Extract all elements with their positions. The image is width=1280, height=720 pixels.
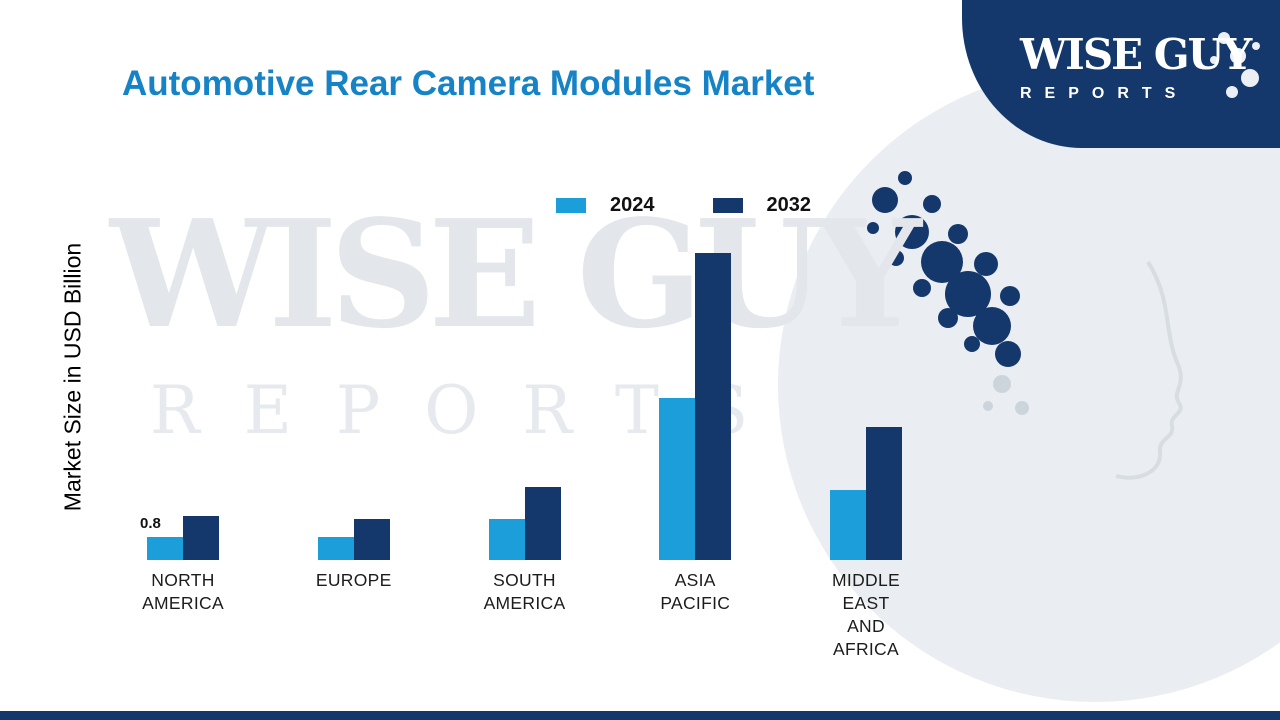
logo-text: WISE GUY REPORTS xyxy=(1020,30,1252,103)
bar-group: ASIA PACIFIC xyxy=(620,250,770,661)
bar-chart: 0.8 NORTH AMERICA EUROPE SOUTH AMERICA ASIA PAC… xyxy=(108,250,941,661)
legend-swatch-2024 xyxy=(556,198,586,213)
bar-2032 xyxy=(524,487,561,560)
legend-label-2024: 2024 xyxy=(610,194,655,216)
bar-2024 xyxy=(317,537,354,560)
bar-2032 xyxy=(353,519,390,560)
category-label: ASIA PACIFIC xyxy=(660,570,731,614)
bar-group: MIDDLE EAST AND AFRICA xyxy=(791,250,941,661)
page-title: Automotive Rear Camera Modules Market xyxy=(122,64,815,104)
bar-pair xyxy=(317,250,390,560)
bar-2024 xyxy=(488,519,525,560)
bar-2032 xyxy=(183,516,219,560)
bar-pair xyxy=(659,250,732,560)
chart-legend: 2024 2032 xyxy=(556,194,811,217)
watermark-subtitle: REPORTS xyxy=(150,372,793,449)
bar-2024 xyxy=(830,490,866,560)
background-head-circle xyxy=(778,68,1280,702)
bar-group: EUROPE xyxy=(279,250,429,661)
category-label: SOUTH AMERICA xyxy=(483,570,566,614)
bar-2024: 0.8 xyxy=(140,515,183,560)
bar-pair xyxy=(488,250,561,560)
watermark-wordmark: WISE GUY xyxy=(110,187,922,361)
bottom-accent-bar xyxy=(0,711,1280,720)
logo-wordmark: WISE GUY xyxy=(1020,30,1252,79)
category-label: EUROPE xyxy=(315,570,392,590)
wise-guy-reports-logo: WISE GUY REPORTS xyxy=(962,0,1280,148)
bar-group: SOUTH AMERICA xyxy=(450,250,600,661)
legend-item-2032: 2032 xyxy=(712,194,812,217)
legend-label-2032: 2032 xyxy=(766,194,812,216)
legend-swatch-2032 xyxy=(712,198,743,213)
bar-pair: 0.8 xyxy=(140,250,219,560)
bar-group: 0.8 NORTH AMERICA xyxy=(108,250,258,661)
logo-subtitle: REPORTS xyxy=(1020,85,1189,102)
watermark: WISE GUY REPORTS xyxy=(110,187,922,449)
legend-item-2024: 2024 xyxy=(556,194,655,217)
bar-value-label: 0.8 xyxy=(140,515,161,532)
bar-2032 xyxy=(866,427,902,560)
bar-pair xyxy=(830,250,902,560)
bar-2032 xyxy=(695,253,732,560)
bar-2024 xyxy=(659,398,696,560)
category-label: NORTH AMERICA xyxy=(142,570,224,614)
y-axis-label: Market Size in USD Billion xyxy=(59,242,86,512)
category-label: MIDDLE EAST AND AFRICA xyxy=(832,570,900,660)
